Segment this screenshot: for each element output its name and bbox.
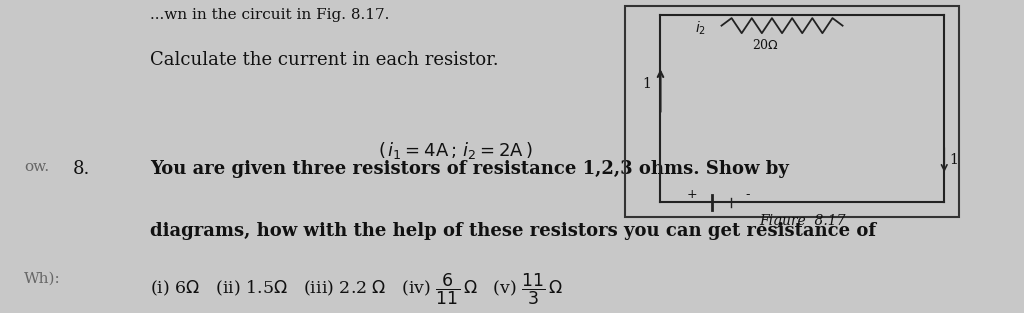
Text: ...wn in the circuit in Fig. 8.17.: ...wn in the circuit in Fig. 8.17. [151,8,389,22]
Text: ow.: ow. [25,160,49,174]
Text: Figure  8.17: Figure 8.17 [759,214,846,228]
Text: 8.: 8. [73,160,90,178]
Text: (i) 6$\Omega$   (ii) 1.5$\Omega$   (iii) 2.2 $\Omega$   (iv) $\dfrac{6}{11}\,\Om: (i) 6$\Omega$ (ii) 1.5$\Omega$ (iii) 2.2… [151,271,563,307]
Text: -: - [745,187,751,201]
Text: 20$\Omega$: 20$\Omega$ [752,38,778,52]
Text: You are given three resistors of resistance 1,2,3 ohms. Show by: You are given three resistors of resista… [151,160,788,178]
Text: 1: 1 [642,78,651,91]
Text: $( \,i_1 = 4\mathrm{A}\,;\,i_2 = 2\mathrm{A}\,)$: $( \,i_1 = 4\mathrm{A}\,;\,i_2 = 2\mathr… [378,140,532,161]
Text: Wh):: Wh): [25,271,61,285]
Text: diagrams, how with the help of these resistors you can get resistance of: diagrams, how with the help of these res… [151,222,877,240]
Text: $i_2$: $i_2$ [695,20,707,37]
Text: +: + [687,187,697,201]
Text: Calculate the current in each resistor.: Calculate the current in each resistor. [151,51,499,69]
Text: 1: 1 [949,153,958,167]
